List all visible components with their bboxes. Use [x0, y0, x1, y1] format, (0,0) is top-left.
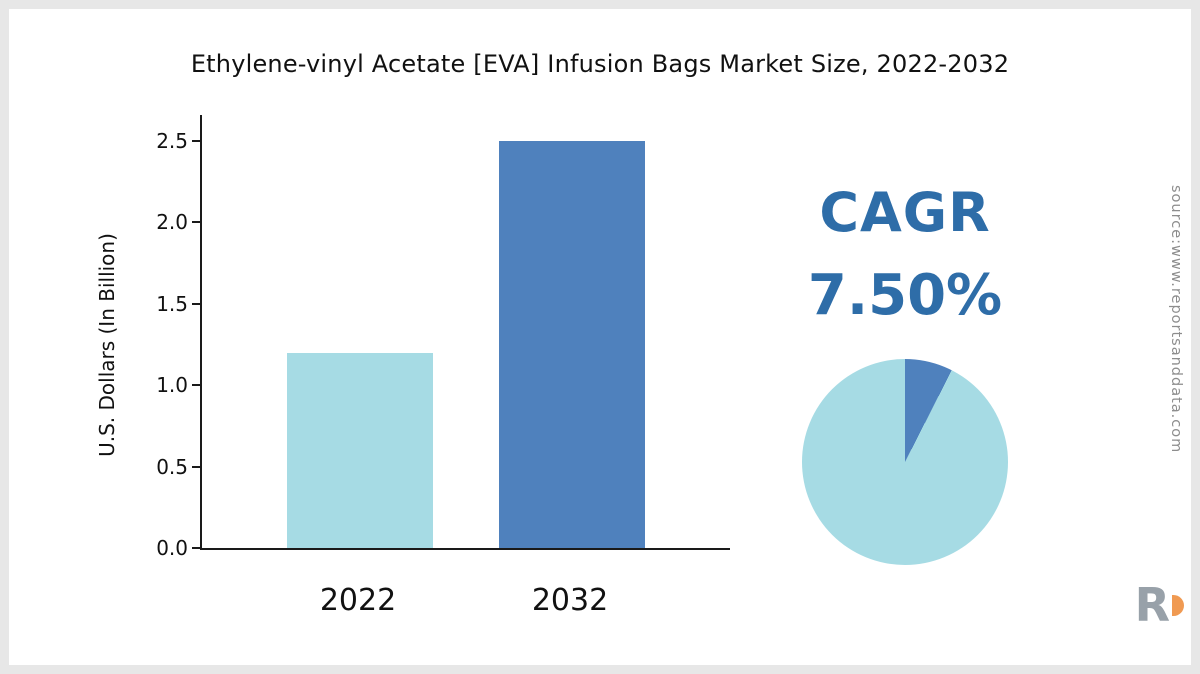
y-axis-label: U.S. Dollars (In Billion) — [95, 233, 119, 457]
y-tick-label: 2.5 — [156, 129, 188, 153]
plot-area: 0.0 0.5 1.0 1.5 2.0 2.5 — [156, 115, 730, 560]
y-tick-label: 2.0 — [156, 210, 188, 235]
reports-and-data-logo: R — [1135, 582, 1184, 628]
logo-letter: R — [1134, 578, 1170, 632]
y-tick-mark — [192, 465, 200, 468]
y-tick-mark — [192, 221, 200, 224]
y-tick-label: 0.5 — [156, 454, 188, 479]
y-tick-mark — [192, 140, 200, 142]
y-tick-mark — [192, 384, 200, 387]
x-tick-label: 2032 — [531, 583, 609, 618]
y-tick-label: 0.0 — [156, 536, 188, 560]
source-watermark: source:www.reportsanddata.com — [1168, 185, 1184, 454]
y-tick-label: 1.5 — [156, 291, 188, 316]
x-axis-labels: 2022 2032 — [0, 583, 1200, 627]
x-tick-label: 2022 — [319, 583, 397, 618]
cagr-label: CAGR — [819, 181, 991, 244]
bar-2022 — [287, 352, 433, 548]
logo-orange-shape — [1172, 594, 1184, 616]
y-tick-mark — [192, 547, 200, 549]
bar-2032 — [499, 141, 645, 548]
y-tick-label: 1.0 — [156, 373, 188, 398]
chart-title: Ethylene-vinyl Acetate [EVA] Infusion Ba… — [190, 50, 1010, 78]
cagr-pie-chart — [802, 359, 1008, 565]
y-tick-mark — [192, 302, 200, 305]
cagr-value: 7.50% — [807, 263, 1003, 328]
